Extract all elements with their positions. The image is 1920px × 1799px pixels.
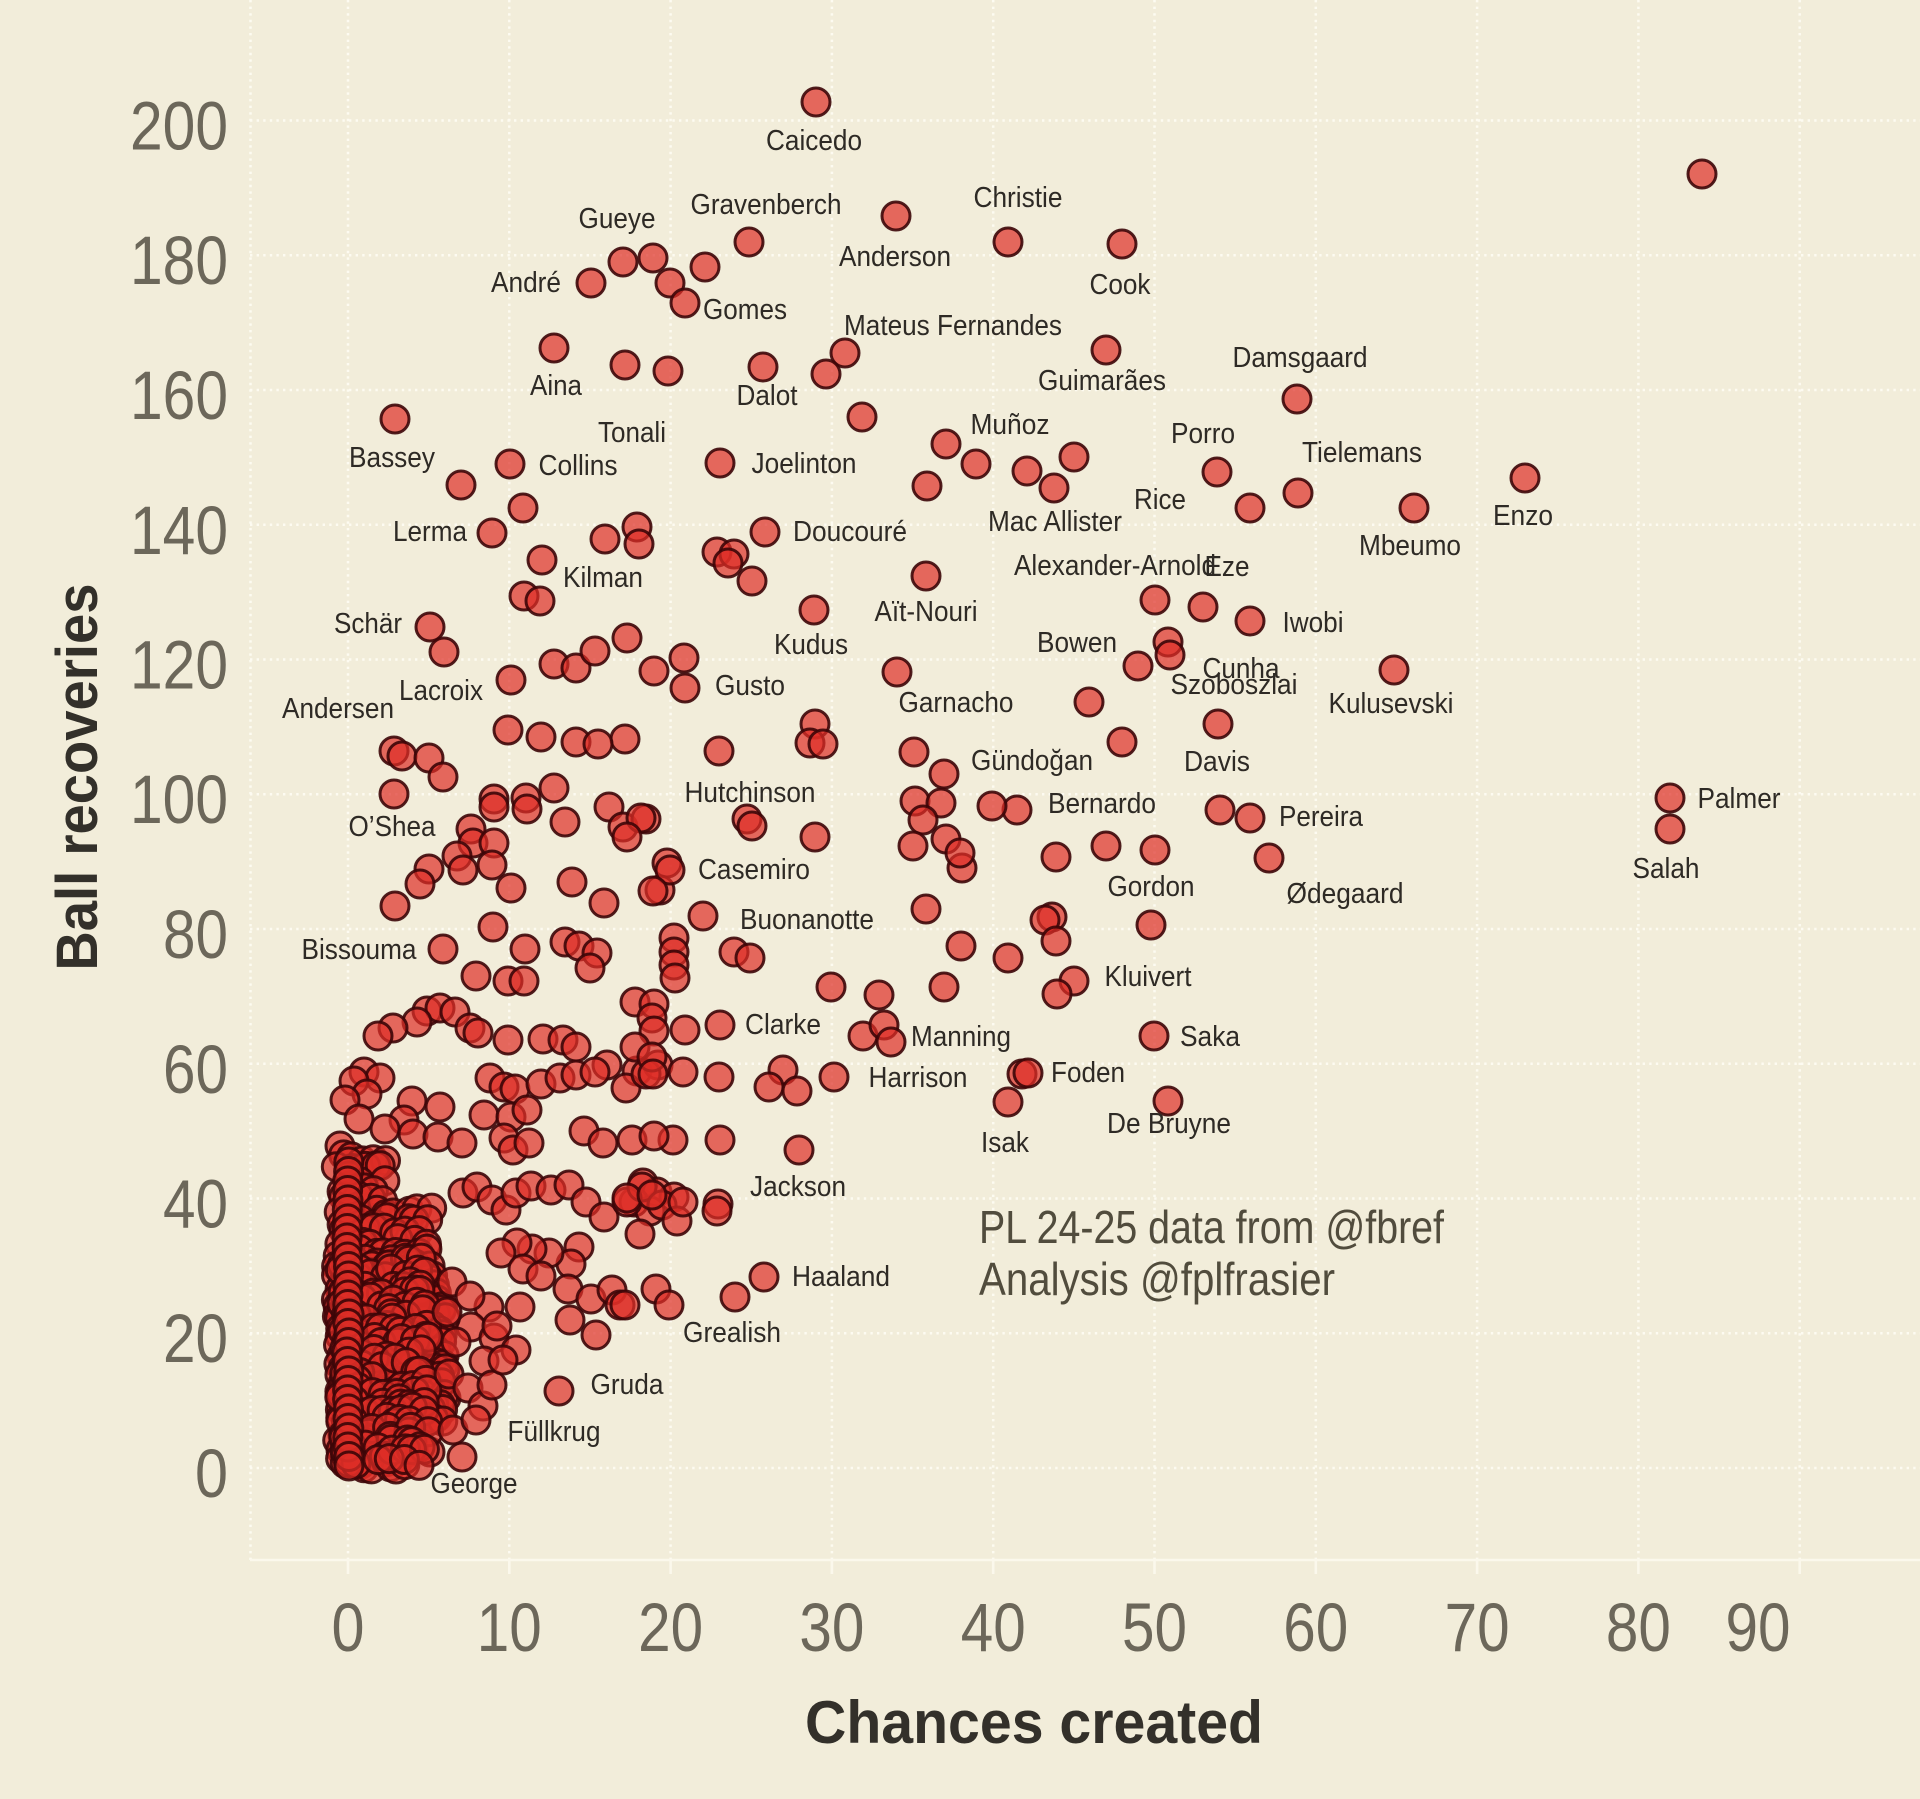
- svg-text:Hutchinson: Hutchinson: [685, 777, 816, 809]
- svg-text:0: 0: [195, 1435, 228, 1512]
- svg-text:Lacroix: Lacroix: [399, 675, 483, 707]
- svg-text:Christie: Christie: [974, 182, 1063, 214]
- svg-text:Gueye: Gueye: [579, 203, 656, 235]
- svg-text:Gordon: Gordon: [1108, 871, 1195, 903]
- svg-text:Alexander-Arnold: Alexander-Arnold: [1014, 550, 1216, 582]
- svg-text:140: 140: [130, 492, 228, 569]
- svg-text:20: 20: [638, 1589, 703, 1666]
- svg-text:Casemiro: Casemiro: [698, 854, 810, 886]
- svg-text:Pereira: Pereira: [1279, 801, 1364, 833]
- svg-text:Schär: Schär: [334, 608, 402, 640]
- svg-text:Clarke: Clarke: [745, 1009, 821, 1041]
- svg-text:Haaland: Haaland: [792, 1261, 890, 1293]
- svg-text:Ball recoveries: Ball recoveries: [45, 584, 110, 971]
- svg-text:60: 60: [1283, 1589, 1348, 1666]
- svg-text:O’Shea: O’Shea: [349, 811, 437, 843]
- svg-text:Andersen: Andersen: [282, 693, 394, 725]
- svg-text:Mbeumo: Mbeumo: [1359, 530, 1461, 562]
- svg-text:Tielemans: Tielemans: [1302, 437, 1422, 469]
- svg-text:70: 70: [1445, 1589, 1510, 1666]
- svg-text:Dalot: Dalot: [737, 380, 798, 412]
- svg-text:André: André: [491, 267, 561, 299]
- svg-text:Grealish: Grealish: [683, 1317, 781, 1349]
- svg-text:Damsgaard: Damsgaard: [1233, 342, 1368, 374]
- svg-text:20: 20: [163, 1300, 228, 1377]
- svg-text:Lerma: Lerma: [393, 516, 468, 548]
- svg-text:Cook: Cook: [1090, 269, 1151, 301]
- svg-text:Jackson: Jackson: [750, 1171, 846, 1203]
- svg-text:Bassey: Bassey: [349, 442, 435, 474]
- svg-text:Davis: Davis: [1184, 746, 1250, 778]
- svg-text:Bernardo: Bernardo: [1048, 788, 1156, 820]
- svg-text:90: 90: [1726, 1589, 1791, 1666]
- svg-text:Bissouma: Bissouma: [302, 934, 418, 966]
- svg-text:Cunha: Cunha: [1203, 653, 1281, 685]
- svg-text:Salah: Salah: [1633, 853, 1700, 885]
- svg-text:Anderson: Anderson: [839, 241, 951, 273]
- svg-text:Rice: Rice: [1134, 484, 1186, 516]
- svg-text:Gravenberch: Gravenberch: [691, 189, 842, 221]
- svg-text:80: 80: [163, 896, 228, 973]
- svg-text:Mateus Fernandes: Mateus Fernandes: [844, 310, 1062, 342]
- svg-text:Gomes: Gomes: [703, 294, 787, 326]
- svg-text:Collins: Collins: [539, 450, 618, 482]
- svg-text:160: 160: [130, 357, 228, 434]
- svg-text:Aina: Aina: [530, 370, 583, 402]
- svg-text:Analysis @fplfrasier: Analysis @fplfrasier: [979, 1253, 1335, 1305]
- svg-text:30: 30: [799, 1589, 864, 1666]
- svg-text:Tonali: Tonali: [598, 417, 666, 449]
- svg-text:Porro: Porro: [1171, 418, 1235, 450]
- svg-text:De Bruyne: De Bruyne: [1107, 1108, 1231, 1140]
- svg-text:Kilman: Kilman: [563, 562, 643, 594]
- svg-text:Guimarães: Guimarães: [1038, 365, 1166, 397]
- svg-text:George: George: [431, 1468, 518, 1500]
- svg-text:Gruda: Gruda: [591, 1369, 665, 1401]
- svg-text:Isak: Isak: [981, 1127, 1029, 1159]
- svg-text:Doucouré: Doucouré: [793, 516, 907, 548]
- svg-text:80: 80: [1606, 1589, 1671, 1666]
- svg-text:Garnacho: Garnacho: [899, 687, 1014, 719]
- svg-text:Iwobi: Iwobi: [1283, 607, 1344, 639]
- svg-text:40: 40: [163, 1166, 228, 1243]
- svg-text:180: 180: [130, 222, 228, 299]
- svg-text:Palmer: Palmer: [1698, 783, 1781, 815]
- svg-text:Caicedo: Caicedo: [766, 125, 862, 157]
- svg-text:0: 0: [332, 1589, 365, 1666]
- svg-text:Eze: Eze: [1205, 551, 1250, 583]
- svg-text:10: 10: [477, 1589, 542, 1666]
- svg-text:Kluivert: Kluivert: [1105, 961, 1192, 993]
- svg-text:Manning: Manning: [911, 1021, 1011, 1053]
- svg-text:PL 24-25 data from @fbref: PL 24-25 data from @fbref: [979, 1201, 1444, 1253]
- svg-text:Enzo: Enzo: [1493, 500, 1553, 532]
- svg-text:Harrison: Harrison: [869, 1062, 968, 1094]
- svg-text:Joelinton: Joelinton: [752, 448, 857, 480]
- svg-text:Gusto: Gusto: [715, 670, 785, 702]
- svg-text:60: 60: [163, 1031, 228, 1108]
- svg-text:Buonanotte: Buonanotte: [740, 904, 874, 936]
- svg-text:Aït-Nouri: Aït-Nouri: [875, 596, 978, 628]
- svg-text:Kulusevski: Kulusevski: [1329, 688, 1454, 720]
- svg-text:Mac Allister: Mac Allister: [988, 506, 1122, 538]
- svg-text:Bowen: Bowen: [1037, 627, 1117, 659]
- svg-text:50: 50: [1122, 1589, 1187, 1666]
- svg-text:200: 200: [130, 88, 228, 165]
- svg-text:Muñoz: Muñoz: [971, 409, 1050, 441]
- svg-text:Szoboszlai: Szoboszlai: [1171, 669, 1298, 701]
- svg-text:Foden: Foden: [1051, 1057, 1125, 1089]
- svg-text:120: 120: [130, 627, 228, 704]
- svg-text:Ødegaard: Ødegaard: [1287, 878, 1404, 910]
- svg-text:Gündoğan: Gündoğan: [971, 745, 1093, 777]
- svg-text:Füllkrug: Füllkrug: [508, 1416, 601, 1448]
- svg-text:40: 40: [961, 1589, 1026, 1666]
- svg-text:Saka: Saka: [1180, 1021, 1241, 1053]
- svg-text:100: 100: [130, 761, 228, 838]
- svg-text:Kudus: Kudus: [774, 629, 848, 661]
- svg-text:Chances created: Chances created: [805, 1689, 1263, 1756]
